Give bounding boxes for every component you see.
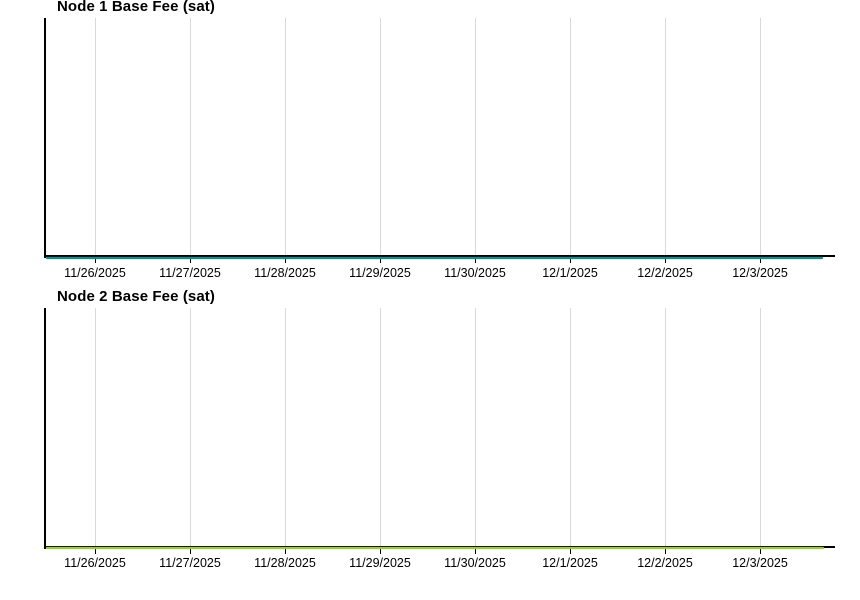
- x-axis-tick: [665, 256, 666, 263]
- x-axis-label: 11/28/2025: [254, 266, 316, 280]
- vertical-gridline: [570, 18, 571, 256]
- chart-title: Node 1 Base Fee (sat): [57, 0, 215, 15]
- series-line-node-2-base-fee: [46, 547, 824, 549]
- vertical-gridline: [380, 18, 381, 256]
- series-line-node-1-base-fee: [46, 256, 823, 259]
- vertical-gridline: [665, 18, 666, 256]
- x-axis-label: 12/1/2025: [542, 266, 598, 280]
- x-axis-tick: [380, 547, 381, 554]
- chart-title: Node 2 Base Fee (sat): [57, 288, 215, 305]
- x-axis-tick: [475, 547, 476, 554]
- vertical-gridline: [570, 308, 571, 547]
- x-axis-tick: [570, 547, 571, 554]
- x-axis-label: 11/27/2025: [159, 266, 221, 280]
- x-axis-label: 11/30/2025: [444, 556, 506, 570]
- x-axis-tick: [760, 547, 761, 554]
- x-axis-tick: [95, 547, 96, 554]
- x-axis-label: 11/26/2025: [64, 266, 126, 280]
- x-axis-label: 11/26/2025: [64, 556, 126, 570]
- x-axis-tick: [475, 256, 476, 263]
- y-axis-line: [44, 18, 46, 258]
- vertical-gridline: [760, 18, 761, 256]
- x-axis-label: 11/28/2025: [254, 556, 316, 570]
- x-axis-tick: [95, 256, 96, 263]
- vertical-gridline: [190, 18, 191, 256]
- vertical-gridline: [475, 308, 476, 547]
- y-axis-line: [44, 308, 46, 549]
- x-axis-line: [44, 546, 835, 548]
- x-axis-line: [44, 255, 835, 257]
- x-axis-label: 11/27/2025: [159, 556, 221, 570]
- vertical-gridline: [95, 18, 96, 256]
- x-axis-tick: [760, 256, 761, 263]
- vertical-gridline: [380, 308, 381, 547]
- x-axis-label: 12/1/2025: [542, 556, 598, 570]
- vertical-gridline: [475, 18, 476, 256]
- x-axis-tick: [190, 547, 191, 554]
- vertical-gridline: [285, 18, 286, 256]
- x-axis-tick: [285, 256, 286, 263]
- x-axis-tick: [570, 256, 571, 263]
- x-axis-label: 12/3/2025: [732, 266, 788, 280]
- x-axis-label: 12/2/2025: [637, 556, 693, 570]
- x-axis-tick: [285, 547, 286, 554]
- x-axis-label: 11/29/2025: [349, 266, 411, 280]
- x-axis-tick: [190, 256, 191, 263]
- x-axis-label: 12/2/2025: [637, 266, 693, 280]
- x-axis-label: 12/3/2025: [732, 556, 788, 570]
- x-axis-label: 11/29/2025: [349, 556, 411, 570]
- vertical-gridline: [190, 308, 191, 547]
- vertical-gridline: [760, 308, 761, 547]
- vertical-gridline: [665, 308, 666, 547]
- x-axis-label: 11/30/2025: [444, 266, 506, 280]
- x-axis-tick: [380, 256, 381, 263]
- vertical-gridline: [285, 308, 286, 547]
- x-axis-tick: [665, 547, 666, 554]
- vertical-gridline: [95, 308, 96, 547]
